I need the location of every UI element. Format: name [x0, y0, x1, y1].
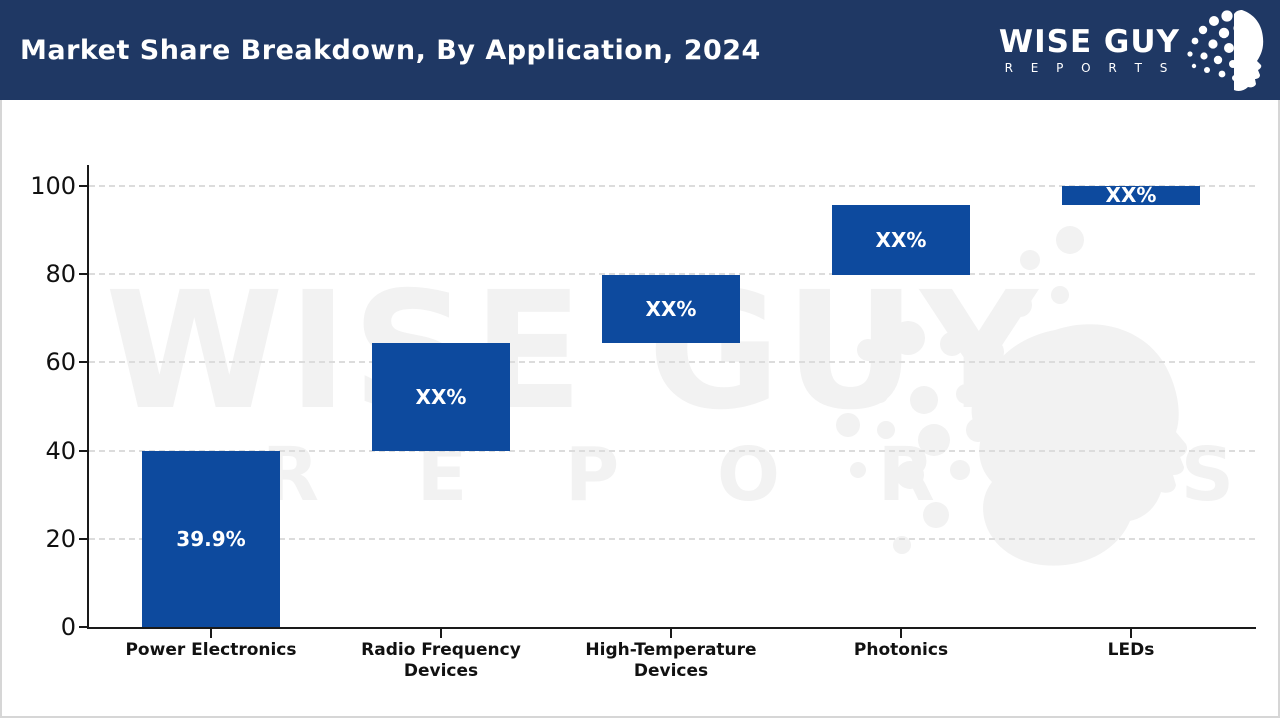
x-axis-line: [87, 627, 1256, 629]
x-axis-category-label: Radio Frequency Devices: [325, 640, 557, 682]
bar-leds: [1062, 186, 1200, 205]
x-axis-tick: [1130, 629, 1132, 638]
y-gridline: [89, 273, 1255, 276]
bar-value-label: XX%: [1105, 183, 1157, 208]
x-axis-category-label: High-Temperature Devices: [555, 640, 787, 682]
y-axis-tick: [79, 449, 88, 452]
x-axis-category-label: LEDs: [1015, 640, 1247, 661]
x-axis-tick: [900, 629, 902, 638]
brand-face-icon: [1187, 10, 1264, 91]
bar-photonics: [832, 204, 970, 275]
y-axis-tick-label: 100: [30, 172, 76, 200]
x-axis-category-label-line: Devices: [403, 661, 479, 681]
watermark-brand-name: WISE GUY: [105, 258, 1042, 446]
x-axis-category-label-line: LEDs: [1107, 640, 1155, 660]
y-axis-tick-label: 0: [60, 613, 76, 641]
y-gridline: [89, 537, 1255, 540]
bar-power-electronics: [142, 451, 280, 627]
bar-value-label: 39.9%: [176, 527, 246, 552]
y-gridline: [89, 449, 1255, 452]
y-axis-tick: [79, 361, 88, 364]
x-axis-category-label-line: Power Electronics: [125, 640, 297, 660]
y-axis-tick-label: 40: [45, 436, 76, 465]
bar-value-label: XX%: [415, 384, 467, 409]
y-axis-tick: [79, 185, 88, 187]
y-axis-tick: [79, 626, 88, 628]
y-axis-tick-label: 80: [45, 260, 76, 289]
brand-logo: WISE GUY R E P O R T S: [999, 8, 1266, 92]
brand-name: WISE GUY: [998, 23, 1180, 60]
x-axis-category-label-line: Radio Frequency: [361, 640, 521, 660]
bar-radio-frequency-devices: [372, 342, 510, 452]
brand-subtitle: R E P O R T S: [1004, 60, 1175, 75]
bar-value-label: XX%: [645, 296, 697, 321]
brand-text: WISE GUY R E P O R T S: [999, 25, 1180, 76]
y-gridline: [89, 361, 1255, 364]
y-axis-tick-label: 20: [45, 524, 76, 553]
y-axis-tick: [79, 273, 88, 276]
x-axis-tick: [210, 629, 212, 638]
bar-high-temperature-devices: [602, 274, 740, 343]
bar-value-label: XX%: [875, 227, 927, 252]
y-axis-tick-label: 60: [45, 348, 76, 377]
x-axis-category-label: Power Electronics: [95, 640, 327, 661]
x-axis-tick: [670, 629, 672, 638]
x-axis-category-label-line: High-Temperature: [585, 640, 757, 660]
page-title: Market Share Breakdown, By Application, …: [20, 34, 761, 66]
y-gridline: [89, 185, 1255, 187]
x-axis-category-label-line: Devices: [633, 661, 709, 681]
watermark-face-icon: [836, 226, 1188, 566]
x-axis-category-label: Photonics: [785, 640, 1017, 661]
x-axis-category-label-line: Photonics: [853, 640, 949, 660]
y-axis-tick: [79, 537, 88, 540]
y-axis-line: [87, 165, 89, 629]
x-axis-tick: [440, 629, 442, 638]
header-bar: Market Share Breakdown, By Application, …: [0, 0, 1280, 100]
